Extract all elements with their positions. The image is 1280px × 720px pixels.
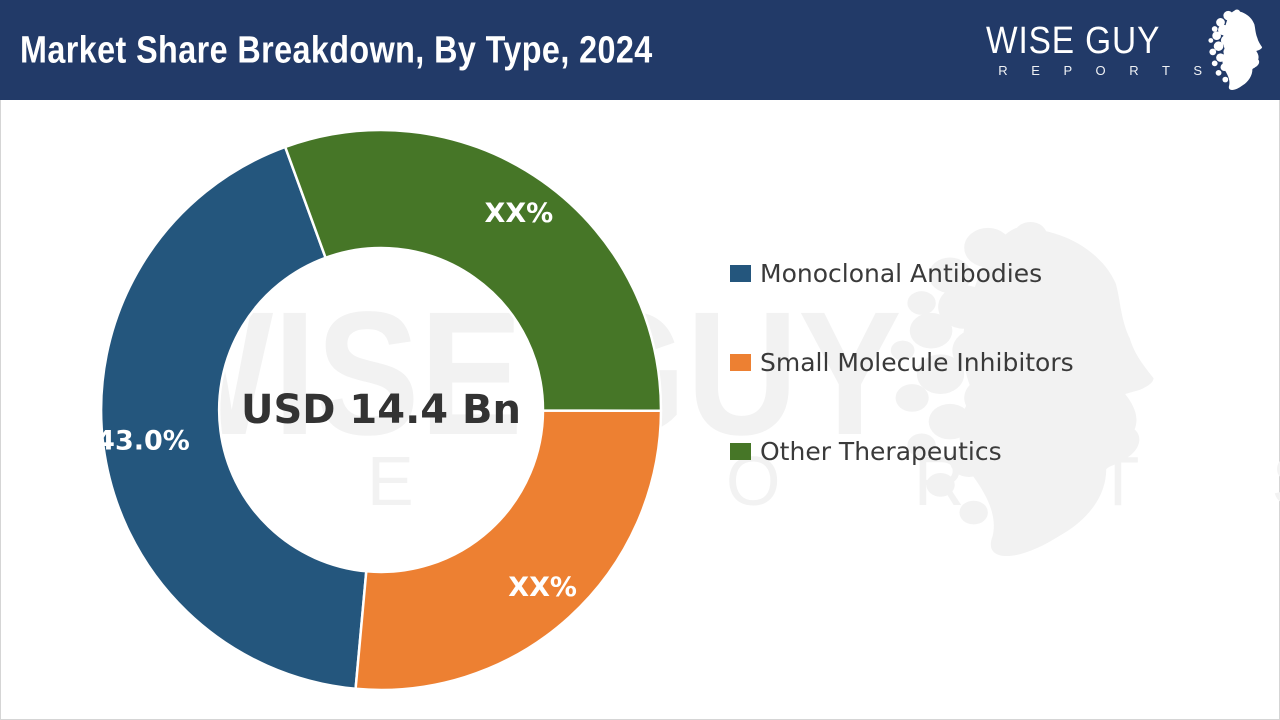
slice-percent-label: XX%: [508, 572, 577, 603]
slice-percent-label: XX%: [485, 198, 554, 229]
donut-slice: [99, 145, 368, 691]
logo-secondary-text: R E P O R T S: [998, 63, 1212, 78]
chart-area: WISE GUY R E P O R T S 43.0% XX% XX% USD 1…: [0, 100, 1280, 720]
legend-item-other-therapeutics: Other Therapeutics: [730, 437, 1074, 466]
donut-center-label: USD 14.4 Bn: [241, 387, 521, 433]
legend-label: Other Therapeutics: [760, 437, 1002, 466]
wiseguy-face-icon: [1208, 9, 1263, 91]
legend-swatch-blue: [730, 265, 751, 282]
legend-label: Small Molecule Inhibitors: [760, 348, 1074, 377]
logo-primary-text: WISE GUY: [986, 20, 1161, 62]
legend-item-small-molecule-inhibitors: Small Molecule Inhibitors: [730, 348, 1074, 377]
legend: Monoclonal Antibodies Small Molecule Inh…: [730, 259, 1074, 466]
legend-label: Monoclonal Antibodies: [760, 259, 1043, 288]
header-bar: Market Share Breakdown, By Type, 2024 WI…: [0, 0, 1280, 100]
legend-swatch-orange: [730, 354, 751, 371]
page-title-text: Market Share Breakdown, By Type, 2024: [20, 29, 653, 72]
wiseguy-logo: WISE GUY R E P O R T S: [986, 8, 1264, 92]
donut-chart: 43.0% XX% XX%: [96, 128, 663, 692]
page-title: Market Share Breakdown, By Type, 2024: [20, 28, 764, 73]
legend-swatch-green: [730, 443, 751, 460]
slice-percent-label: 43.0%: [96, 425, 190, 456]
donut-slice: [354, 409, 663, 692]
donut-slice: [283, 128, 663, 413]
legend-item-monoclonal-antibodies: Monoclonal Antibodies: [730, 259, 1074, 288]
wiseguy-logo-text: WISE GUY R E P O R T S: [986, 22, 1212, 78]
